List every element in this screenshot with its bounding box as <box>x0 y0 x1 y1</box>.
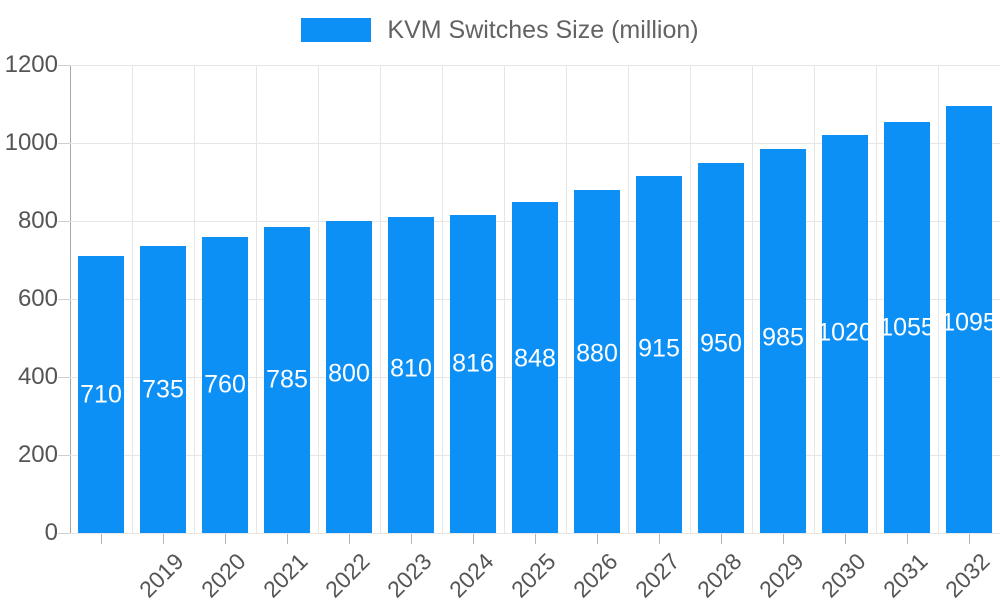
x-axis-tick-label: 2026 <box>567 548 623 600</box>
x-axis-tick-label: 2028 <box>691 548 747 600</box>
bar[interactable] <box>636 176 682 533</box>
x-axis-tick-label: 2030 <box>815 548 871 600</box>
bar[interactable] <box>698 162 744 533</box>
x-axis-tick-mark <box>287 534 288 544</box>
y-axis-tick-label: 1200 <box>4 51 58 78</box>
x-axis-tick-mark <box>101 534 102 544</box>
chart-legend: KVM Switches Size (million) <box>0 8 1000 52</box>
bar[interactable] <box>884 121 930 533</box>
bar[interactable] <box>78 256 124 533</box>
x-axis-tick-mark <box>163 534 164 544</box>
bar[interactable] <box>512 202 558 533</box>
x-axis-tick-mark <box>597 534 598 544</box>
x-axis-tick-mark <box>349 534 350 544</box>
legend-swatch-icon <box>301 18 372 42</box>
bar[interactable] <box>822 135 868 533</box>
gridline-vertical <box>876 65 877 533</box>
y-axis-tick-mark <box>58 65 70 66</box>
y-axis-tick-mark <box>58 221 70 222</box>
plot-area: 710 735 760 785 800 810 816 848 880 915 950 985 1020… <box>70 65 1000 534</box>
x-axis-tick-label: 2024 <box>443 548 499 600</box>
gridline-horizontal <box>70 143 1000 144</box>
x-axis-tick-label: 2021 <box>257 548 313 600</box>
x-axis-tick-label: 2027 <box>629 548 685 600</box>
gridline-vertical <box>132 65 133 533</box>
gridline-vertical <box>628 65 629 533</box>
y-axis-tick-mark <box>58 143 70 144</box>
gridline-horizontal <box>70 533 1000 534</box>
x-axis-tick-label: 2023 <box>381 548 437 600</box>
gridline-vertical <box>690 65 691 533</box>
x-axis-tick-mark <box>845 534 846 544</box>
gridline-vertical <box>566 65 567 533</box>
y-axis-tick-mark <box>58 533 70 534</box>
bar[interactable] <box>450 214 496 533</box>
x-axis-tick-mark <box>411 534 412 544</box>
x-axis-tick-mark <box>473 534 474 544</box>
x-axis-tick-label: 2020 <box>195 548 251 600</box>
x-axis-tick-mark <box>969 534 970 544</box>
x-axis-tick-label: 2032 <box>939 548 995 600</box>
y-axis-tick-mark <box>58 299 70 300</box>
gridline-vertical <box>318 65 319 533</box>
bar[interactable] <box>202 236 248 533</box>
y-axis-tick-mark <box>58 377 70 378</box>
bar[interactable] <box>574 189 620 533</box>
x-axis-tick-label: 2022 <box>319 548 375 600</box>
gridline-vertical <box>442 65 443 533</box>
gridline-vertical <box>504 65 505 533</box>
legend-label: KVM Switches Size (million) <box>387 15 699 44</box>
y-axis-tick-mark <box>58 455 70 456</box>
legend-item[interactable]: KVM Switches Size (million) <box>301 15 699 45</box>
gridline-vertical <box>752 65 753 533</box>
y-axis-tick-label: 1000 <box>4 129 58 156</box>
x-axis-tick-mark <box>225 534 226 544</box>
x-axis-tick-label: 2031 <box>877 548 933 600</box>
bar[interactable] <box>760 148 806 533</box>
x-axis-tick-label: 2025 <box>505 548 561 600</box>
bar[interactable] <box>140 246 186 533</box>
bar[interactable] <box>946 105 992 533</box>
x-axis-tick-mark <box>907 534 908 544</box>
x-axis-tick-label: 2029 <box>753 548 809 600</box>
x-axis-tick-mark <box>535 534 536 544</box>
gridline-vertical <box>256 65 257 533</box>
y-axis-tick-label: 800 <box>17 207 58 234</box>
x-axis-tick-mark <box>783 534 784 544</box>
bar[interactable] <box>326 221 372 533</box>
x-axis-tick-label: 2019 <box>133 548 189 600</box>
gridline-vertical <box>814 65 815 533</box>
y-axis: 0 200 400 600 800 1000 1200 <box>0 0 58 600</box>
gridline-horizontal <box>70 65 1000 66</box>
x-axis-tick-mark <box>721 534 722 544</box>
y-axis-tick-label: 0 <box>44 519 58 546</box>
y-axis-tick-label: 600 <box>17 285 58 312</box>
y-axis-tick-label: 400 <box>17 363 58 390</box>
gridline-vertical <box>194 65 195 533</box>
y-axis-tick-label: 200 <box>17 441 58 468</box>
x-axis-tick-mark <box>659 534 660 544</box>
bar[interactable] <box>264 226 310 533</box>
gridline-vertical <box>938 65 939 533</box>
bar[interactable] <box>388 217 434 533</box>
gridline-vertical <box>380 65 381 533</box>
